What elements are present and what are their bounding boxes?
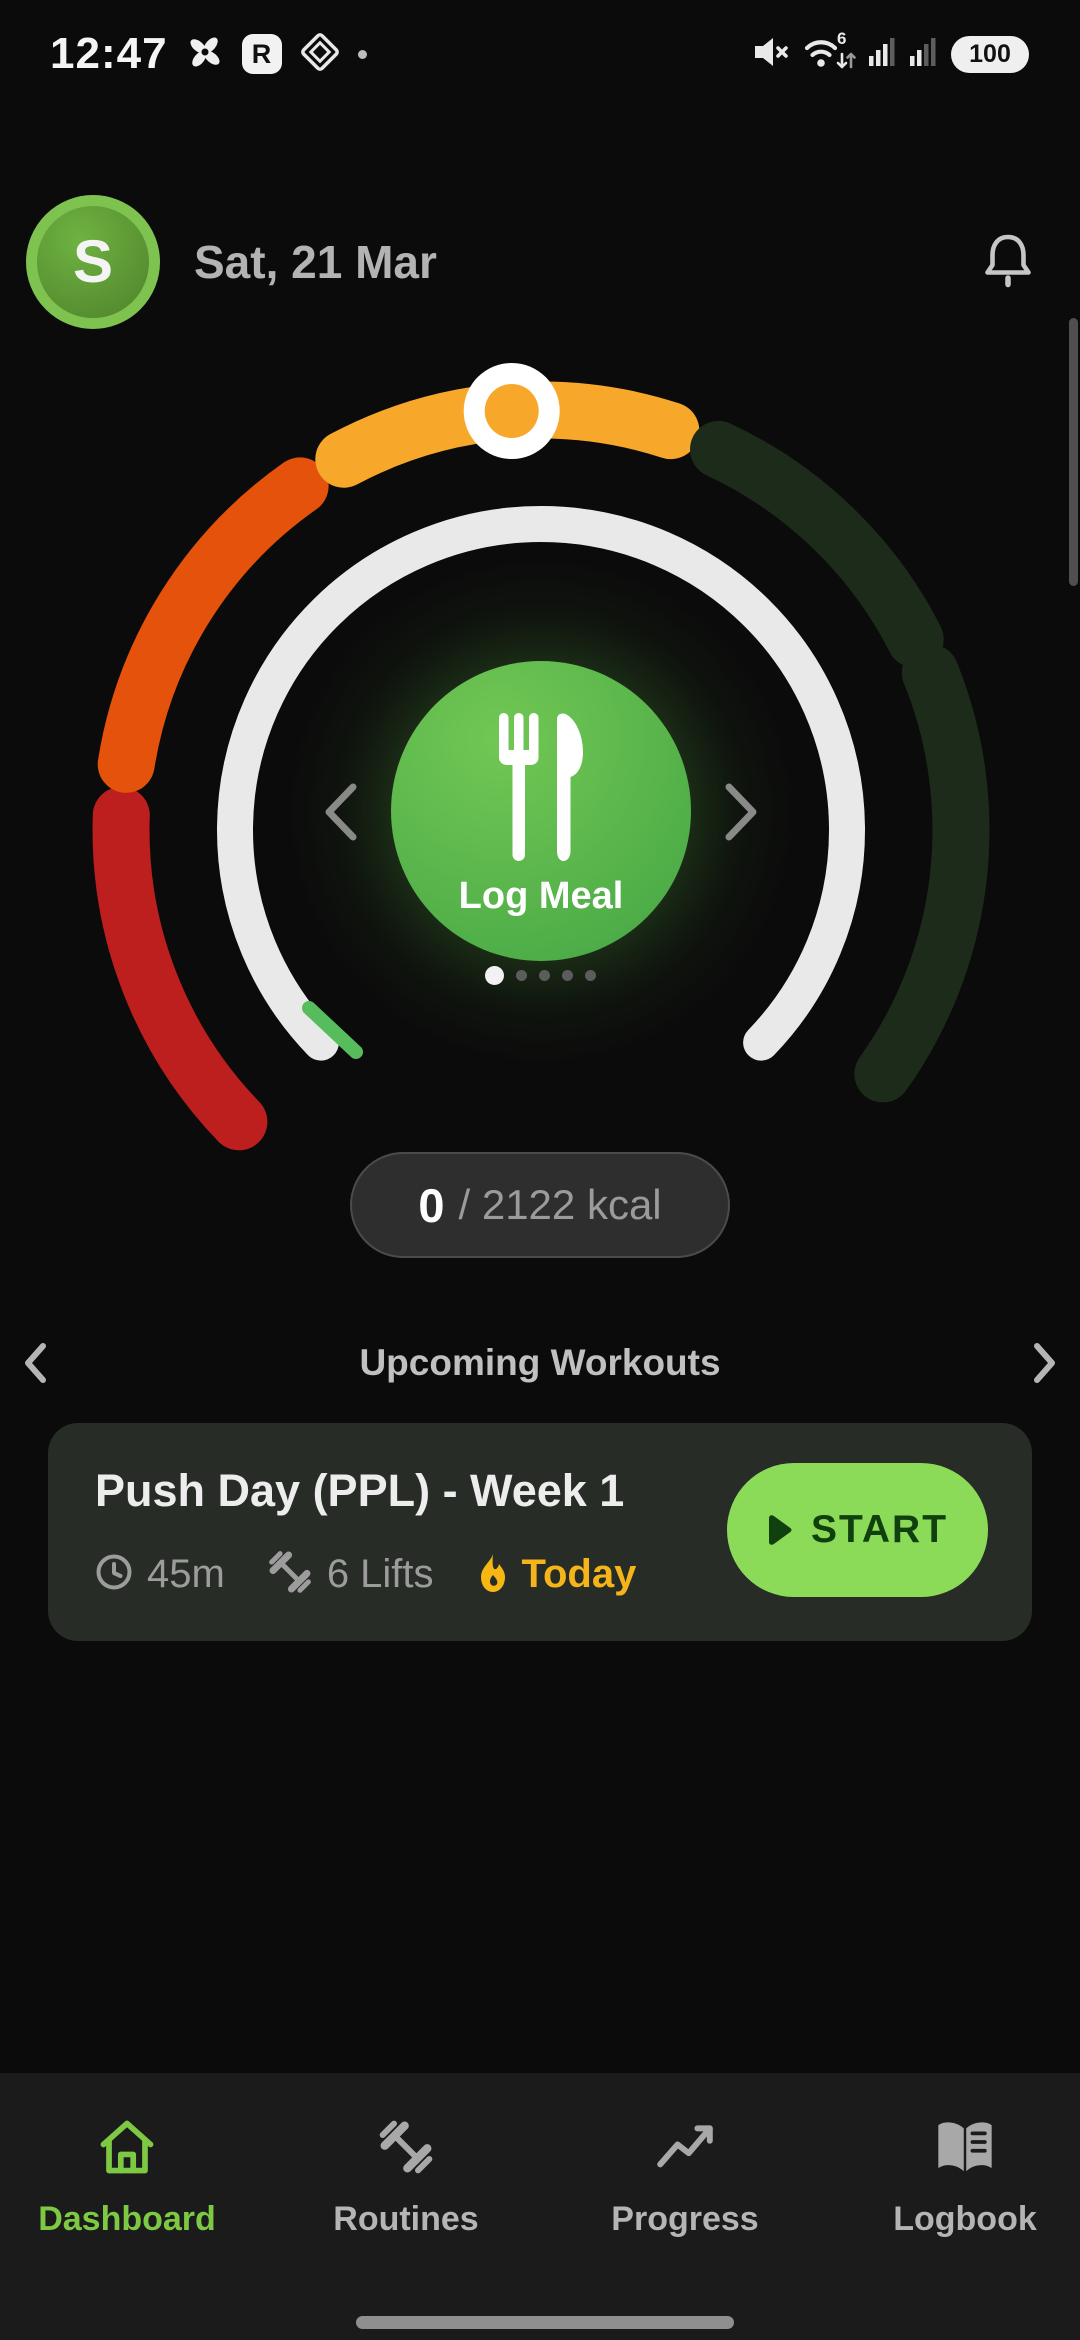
nav-item-dashboard[interactable]: Dashboard [12,2117,242,2239]
wifi6-icon: 6 [804,29,856,79]
log-meal-label: Log Meal [458,875,624,917]
gauge-marker [463,363,560,459]
current-date: Sat, 21 Mar [194,236,437,288]
bell-icon[interactable] [982,229,1034,296]
book-icon [934,2117,996,2182]
avatar-initial: S [72,228,114,295]
nav-label-routines: Routines [333,2200,479,2238]
trending-up-icon [654,2117,716,2182]
play-icon [768,1515,792,1545]
dumbbell-icon [267,1549,313,1600]
home-icon [96,2117,158,2182]
calorie-summary-pill: 0 / 2122 kcal [350,1152,730,1258]
workout-card[interactable]: Push Day (PPL) - Week 1 45m 6 Lifts [48,1423,1032,1641]
calories-goal: / 2122 kcal [458,1181,662,1228]
page-dot[interactable] [561,970,573,981]
zone-orange-red-arc [97,457,329,793]
status-bar-right: 6 100 [753,0,1029,108]
page-dot[interactable] [538,970,550,981]
page-dot[interactable] [584,970,596,981]
dumbbell-icon [375,2117,437,2182]
avatar[interactable]: S [26,195,160,329]
log-meal-button[interactable]: Log Meal [391,661,691,961]
nav-item-progress[interactable]: Progress [570,2117,800,2239]
zone-green-lower-arc [854,644,990,1103]
start-workout-button[interactable]: START [727,1463,988,1597]
workout-schedule-badge: Today [521,1552,637,1596]
zone-green-upper-arc [690,420,944,668]
gesture-bar[interactable] [356,2316,734,2329]
page-dot[interactable] [515,970,527,981]
workout-lifts: 6 Lifts [326,1552,434,1596]
status-bar-left: 12:47 R [50,0,367,108]
header: S Sat, 21 Mar [26,194,1034,330]
signal-bars-sim1-icon [869,36,897,73]
diamond-notification-icon [299,31,341,78]
notification-dot-icon [357,49,367,59]
page-dot-active[interactable] [484,966,504,985]
svg-text:6: 6 [837,30,846,48]
nav-label-dashboard: Dashboard [38,2200,216,2238]
scrollbar[interactable] [1069,318,1078,586]
clock-time: 12:47 [50,29,168,78]
upcoming-prev-icon[interactable] [0,1342,70,1384]
calories-consumed: 0 [418,1178,445,1232]
upcoming-next-icon[interactable] [1010,1342,1080,1384]
fan-notification-icon [185,32,225,77]
start-label: START [810,1508,949,1551]
clock-icon [95,1553,133,1596]
workout-title: Push Day (PPL) - Week 1 [95,1465,625,1516]
battery-indicator: 100 [951,35,1029,73]
carousel-next-icon[interactable] [725,783,757,841]
carousel-prev-icon[interactable] [325,783,357,841]
r-app-notification-icon: R [241,34,282,74]
upcoming-workouts-header: Upcoming Workouts [0,1332,1080,1394]
bottom-navigation: Dashboard Routines [0,2073,1080,2340]
zone-amber-arc [315,381,700,488]
fork-knife-icon [499,713,583,861]
nav-item-logbook[interactable]: Logbook [850,2117,1080,2239]
nav-label-progress: Progress [611,2200,759,2238]
carousel-page-dots [0,966,1080,985]
upcoming-workouts-title: Upcoming Workouts [359,1342,721,1383]
flame-icon [476,1551,510,1598]
nav-label-logbook: Logbook [893,2200,1037,2238]
signal-bars-sim2-icon [910,36,938,73]
progress-start-tick [302,1001,363,1059]
muted-speaker-icon [753,34,791,75]
workout-duration: 45m [147,1552,225,1596]
nav-item-routines[interactable]: Routines [291,2117,521,2239]
workout-meta-row: 45m 6 Lifts Today [95,1549,636,1600]
